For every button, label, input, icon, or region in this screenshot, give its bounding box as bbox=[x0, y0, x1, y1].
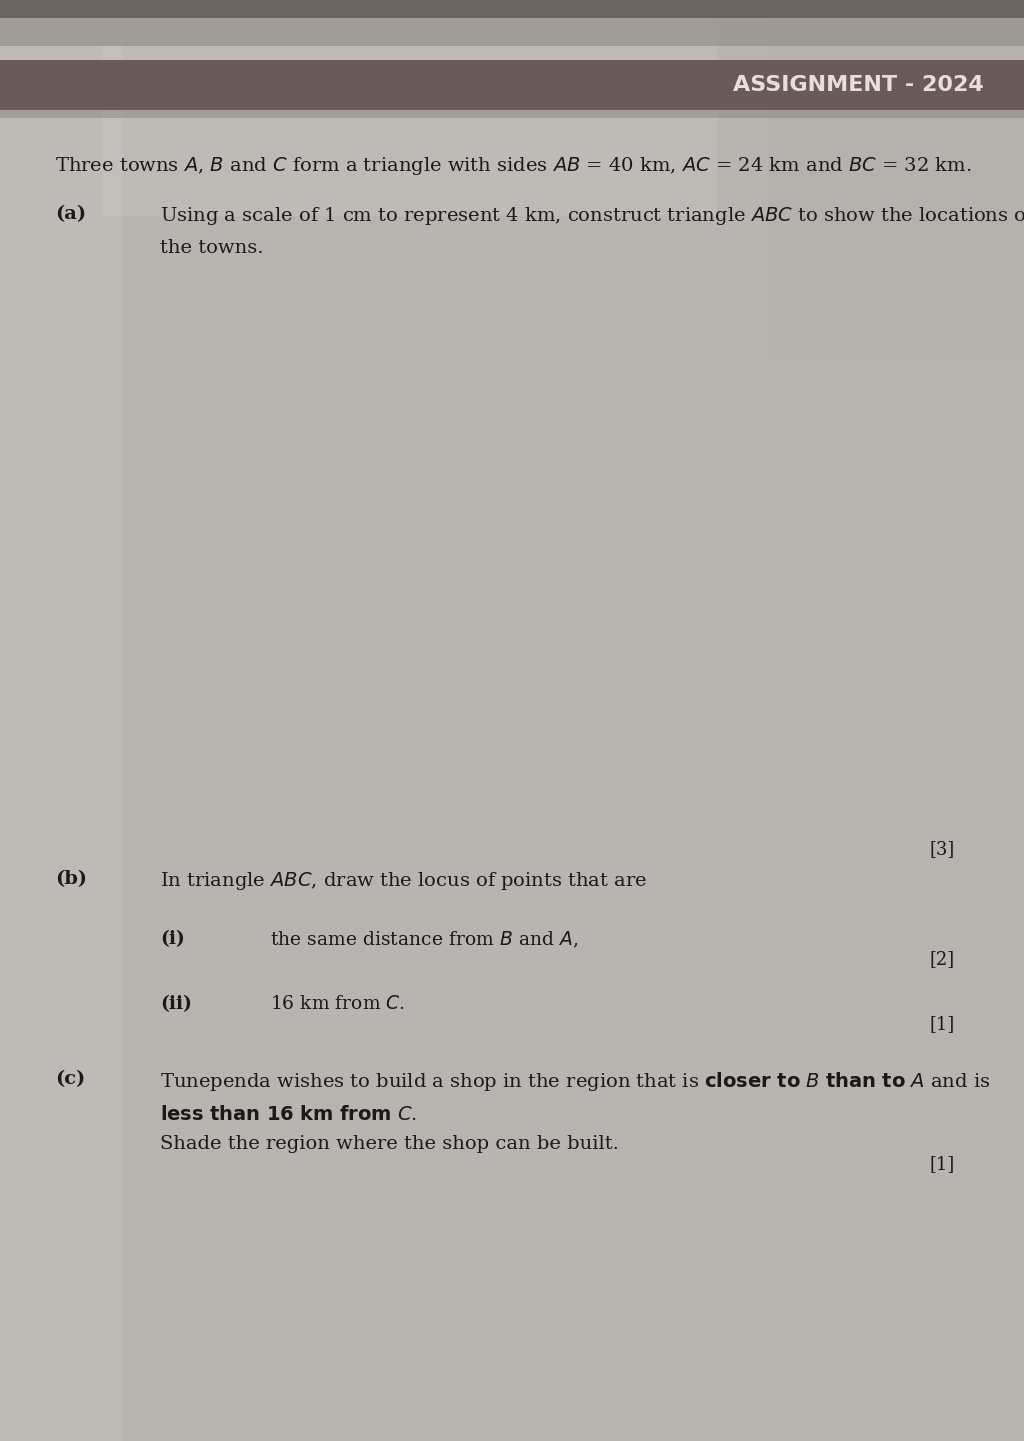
Text: [3]: [3] bbox=[930, 840, 955, 857]
Bar bbox=[0, 110, 1024, 118]
Bar bbox=[102, 0, 717, 216]
Text: (b): (b) bbox=[55, 870, 87, 888]
Text: [1]: [1] bbox=[930, 1156, 955, 1173]
Text: the towns.: the towns. bbox=[160, 239, 263, 256]
Text: (ii): (ii) bbox=[160, 994, 191, 1013]
Bar bbox=[51, 259, 973, 865]
Bar bbox=[0, 61, 1024, 110]
Text: $\bf{less\ than\ 16\ km\ from}$ $\mathbf{\it{C}}.$: $\bf{less\ than\ 16\ km\ from}$ $\mathbf… bbox=[160, 1105, 417, 1124]
Text: (i): (i) bbox=[160, 929, 184, 948]
Text: (c): (c) bbox=[55, 1071, 85, 1088]
Bar bbox=[0, 0, 123, 1441]
Text: Using a scale of 1 cm to represent 4 km, construct triangle $\it{ABC}$ to show t: Using a scale of 1 cm to represent 4 km,… bbox=[160, 205, 1024, 228]
Text: [1]: [1] bbox=[930, 1014, 955, 1033]
Text: Shade the region where the shop can be built.: Shade the region where the shop can be b… bbox=[160, 1136, 618, 1153]
Text: (a): (a) bbox=[55, 205, 86, 223]
Text: [2]: [2] bbox=[930, 950, 955, 968]
Text: Tunependa wishes to build a shop in the region that is $\bf{closer\ to}$ $\mathb: Tunependa wishes to build a shop in the … bbox=[160, 1071, 990, 1094]
Text: the same distance from $\it{B}$ and $\it{A}$,: the same distance from $\it{B}$ and $\it… bbox=[270, 929, 579, 950]
Bar bbox=[768, 0, 1024, 360]
Text: ASSIGNMENT - 2024: ASSIGNMENT - 2024 bbox=[733, 75, 984, 95]
Text: Three towns $\it{A}$, $\it{B}$ and $C$ form a triangle with sides $\it{AB}$ = 40: Three towns $\it{A}$, $\it{B}$ and $C$ f… bbox=[55, 156, 972, 177]
Bar bbox=[0, 17, 1024, 46]
Text: 16 km from $\it{C}$.: 16 km from $\it{C}$. bbox=[270, 994, 406, 1013]
Bar bbox=[0, 0, 1024, 17]
Text: In triangle $\it{ABC}$, draw the locus of points that are: In triangle $\it{ABC}$, draw the locus o… bbox=[160, 870, 647, 892]
